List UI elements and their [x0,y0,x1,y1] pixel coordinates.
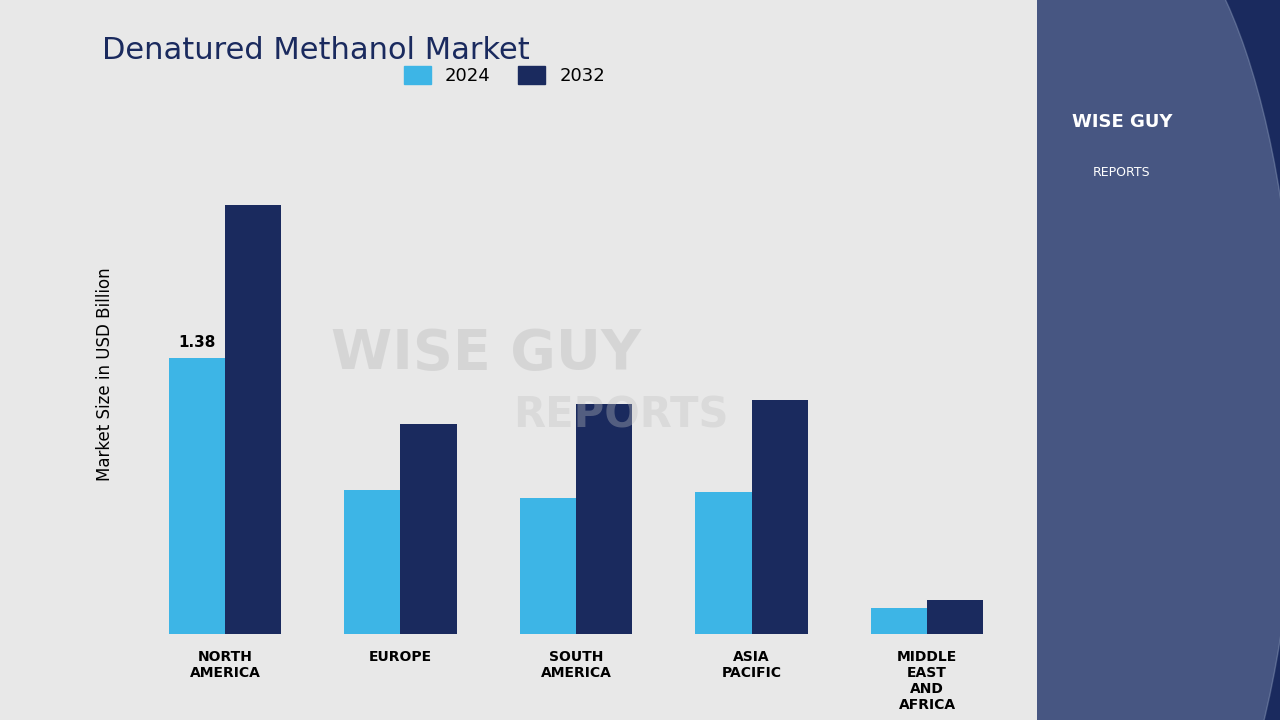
Bar [870,608,927,634]
Bar [520,498,576,634]
Circle shape [947,0,1280,720]
Bar [576,405,632,634]
Y-axis label: Market Size in USD Billion: Market Size in USD Billion [96,268,114,481]
Text: 1.38: 1.38 [178,336,215,351]
Bar [695,492,751,634]
Text: WISE GUY: WISE GUY [332,327,641,381]
Text: Denatured Methanol Market: Denatured Methanol Market [102,36,530,65]
Text: WISE GUY: WISE GUY [1071,113,1172,131]
Legend: 2024, 2032: 2024, 2032 [394,57,614,94]
Bar [225,205,282,634]
Text: REPORTS: REPORTS [513,395,728,437]
Bar [169,359,225,634]
Bar [401,424,457,634]
Bar [751,400,808,634]
Bar [344,490,401,634]
Text: REPORTS: REPORTS [1093,166,1151,179]
Bar [927,600,983,634]
